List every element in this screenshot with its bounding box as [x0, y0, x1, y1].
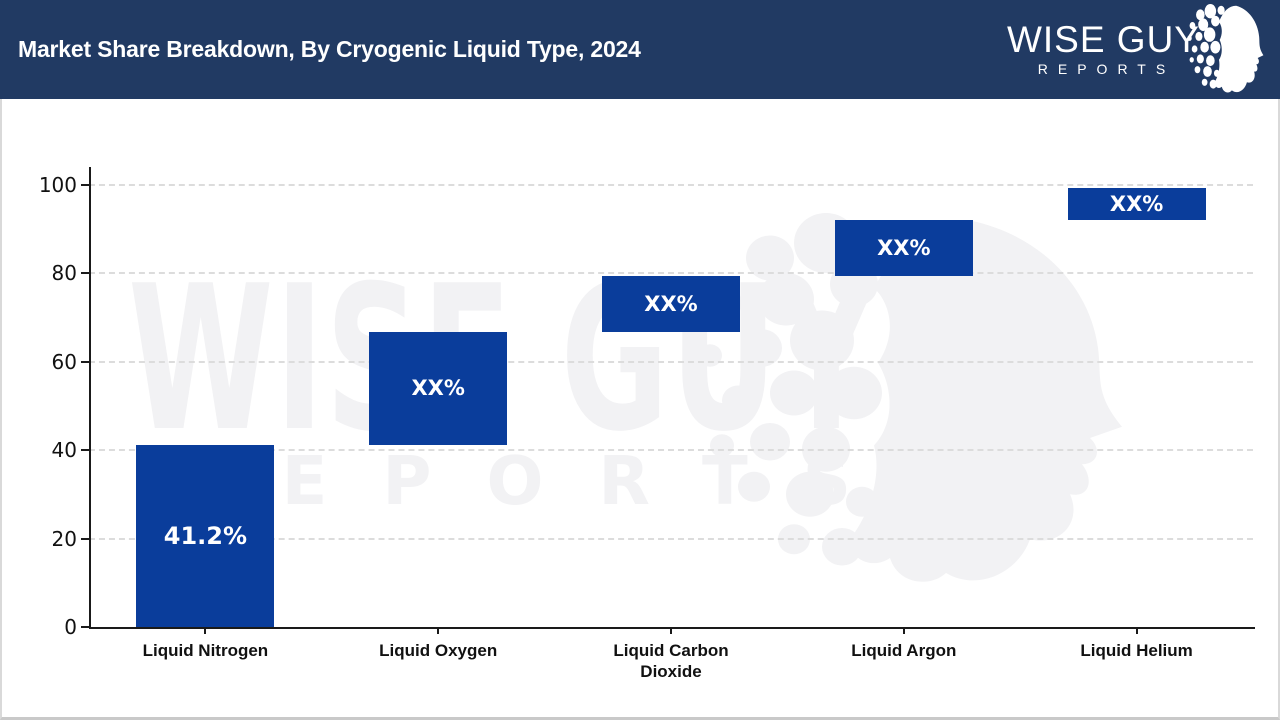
y-tick-label-20: 20	[51, 526, 77, 551]
y-tick-label-40: 40	[51, 438, 77, 463]
y-axis-line	[89, 167, 91, 627]
y-tick-20	[81, 537, 89, 540]
x-tick-liquid-argon	[902, 627, 905, 634]
gridline-100	[89, 184, 1253, 186]
y-tick-label-100: 100	[38, 173, 77, 197]
y-tick-label-0: 0	[64, 615, 77, 639]
y-tick-40	[81, 449, 89, 452]
y-tick-label-80: 80	[51, 261, 77, 286]
x-tick-liquid-nitrogen	[204, 627, 207, 634]
x-category-label-liquid-oxygen: Liquid Oxygen	[379, 641, 498, 660]
gridline-80	[89, 272, 1253, 275]
x-category-label-liquid-helium: Liquid Helium	[1080, 641, 1193, 660]
y-tick-100	[81, 184, 89, 186]
bar-liquid-helium	[1067, 188, 1206, 220]
bar-label-liquid-nitrogen: 41.2%	[163, 521, 248, 550]
bar-label-liquid-argon: XX%	[877, 235, 931, 260]
y-tick-80	[81, 272, 89, 275]
x-tick-liquid-helium	[1135, 627, 1138, 634]
bar-label-liquid-helium: XX%	[1109, 192, 1164, 216]
logo-text: WISE GUY REPORTS	[1006, 19, 1200, 77]
x-tick-liquid-oxygen	[437, 627, 440, 634]
header-bar: Market Share Breakdown, By Cryogenic Liq…	[0, 0, 1280, 99]
wise-guy-logo: WISE GUY REPORTS	[1007, 4, 1272, 94]
x-category-label-liquid-carbon-dioxide: Liquid Carbon Dioxide	[613, 641, 729, 681]
x-tick-liquid-carbon-dioxide	[670, 627, 672, 634]
y-tick-60	[81, 360, 89, 363]
gridline-40	[89, 449, 1253, 452]
logo-head-icon	[1187, 4, 1264, 93]
y-tick-label-60: 60	[51, 349, 77, 374]
logo-wordmark: WISE GUY	[1006, 19, 1200, 61]
bar-liquid-nitrogen	[136, 444, 275, 627]
logo-subtext: REPORTS	[1037, 60, 1176, 77]
x-category-label-liquid-nitrogen: Liquid Nitrogen	[142, 641, 269, 660]
bar-label-liquid-carbon-dioxide: XX%	[644, 291, 698, 316]
y-tick-0	[81, 626, 89, 628]
chart-title: Market Share Breakdown, By Cryogenic Liq…	[18, 36, 641, 62]
bar-label-liquid-oxygen: XX%	[411, 376, 465, 401]
gridline-60	[89, 360, 1253, 363]
bar-liquid-oxygen	[369, 331, 508, 445]
x-axis-line	[89, 627, 1255, 629]
x-category-label-liquid-argon: Liquid Argon	[851, 641, 957, 660]
gridline-20	[89, 537, 1253, 540]
